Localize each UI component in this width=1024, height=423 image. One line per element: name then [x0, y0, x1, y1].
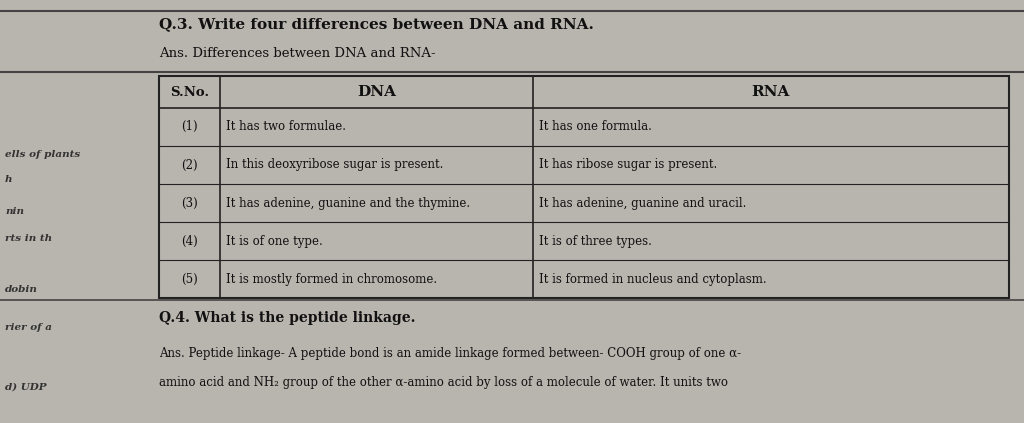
- Text: (2): (2): [181, 159, 198, 171]
- Text: It is mostly formed in chromosome.: It is mostly formed in chromosome.: [226, 273, 437, 286]
- Text: ells of plants: ells of plants: [5, 150, 80, 159]
- Text: d) UDP: d) UDP: [5, 382, 47, 392]
- Bar: [159, 76, 1009, 298]
- Text: It has one formula.: It has one formula.: [539, 121, 651, 133]
- Text: In this deoxyribose sugar is present.: In this deoxyribose sugar is present.: [226, 159, 443, 171]
- Text: (5): (5): [181, 273, 198, 286]
- Text: Q.3. Write four differences between DNA and RNA.: Q.3. Write four differences between DNA …: [159, 17, 594, 31]
- Text: DNA: DNA: [356, 85, 396, 99]
- Text: (4): (4): [181, 235, 198, 247]
- Text: S.No.: S.No.: [170, 85, 209, 99]
- Text: rts in th: rts in th: [5, 234, 52, 244]
- Text: Ans. Differences between DNA and RNA-: Ans. Differences between DNA and RNA-: [159, 47, 435, 60]
- Text: h: h: [5, 175, 12, 184]
- Text: It is formed in nucleus and cytoplasm.: It is formed in nucleus and cytoplasm.: [539, 273, 766, 286]
- Text: (3): (3): [181, 197, 198, 209]
- Text: It has adenine, guanine and the thymine.: It has adenine, guanine and the thymine.: [226, 197, 470, 209]
- Text: dobin: dobin: [5, 285, 38, 294]
- Text: It has adenine, guanine and uracil.: It has adenine, guanine and uracil.: [539, 197, 746, 209]
- Text: Ans. Peptide linkage- A peptide bond is an amide linkage formed between- COOH gr: Ans. Peptide linkage- A peptide bond is …: [159, 347, 740, 360]
- Text: It has ribose sugar is present.: It has ribose sugar is present.: [539, 159, 717, 171]
- Text: RNA: RNA: [752, 85, 790, 99]
- Text: nin: nin: [5, 207, 25, 216]
- Text: (1): (1): [181, 121, 198, 133]
- Text: It has two formulae.: It has two formulae.: [226, 121, 346, 133]
- Text: amino acid and NH₂ group of the other α-amino acid by loss of a molecule of wate: amino acid and NH₂ group of the other α-…: [159, 376, 728, 390]
- Text: It is of one type.: It is of one type.: [226, 235, 323, 247]
- Text: rier of a: rier of a: [5, 323, 52, 332]
- Text: It is of three types.: It is of three types.: [539, 235, 651, 247]
- Text: Q.4. What is the peptide linkage.: Q.4. What is the peptide linkage.: [159, 311, 415, 325]
